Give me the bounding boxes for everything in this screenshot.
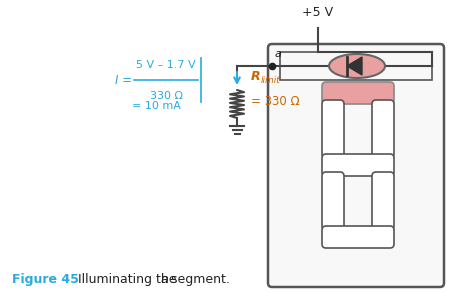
FancyBboxPatch shape	[268, 44, 444, 287]
Text: +5 V: +5 V	[303, 6, 334, 19]
Text: 330 Ω: 330 Ω	[150, 91, 182, 101]
Text: 5 V – 1.7 V: 5 V – 1.7 V	[136, 60, 196, 70]
FancyBboxPatch shape	[322, 226, 394, 248]
Text: = 10 mA: = 10 mA	[132, 101, 181, 111]
Ellipse shape	[329, 54, 385, 78]
FancyBboxPatch shape	[322, 82, 394, 104]
FancyBboxPatch shape	[322, 172, 344, 230]
Text: Figure 45: Figure 45	[12, 273, 79, 286]
Text: = 330 Ω: = 330 Ω	[251, 95, 300, 108]
FancyBboxPatch shape	[372, 172, 394, 230]
Text: Illuminating the: Illuminating the	[78, 273, 181, 286]
FancyBboxPatch shape	[372, 100, 394, 158]
Text: segment.: segment.	[167, 273, 230, 286]
Text: limit: limit	[261, 76, 281, 85]
FancyBboxPatch shape	[322, 154, 394, 176]
Text: a: a	[160, 273, 167, 286]
Text: a: a	[275, 49, 282, 59]
Text: I =: I =	[115, 74, 132, 86]
FancyBboxPatch shape	[280, 52, 432, 80]
FancyBboxPatch shape	[322, 100, 344, 158]
Text: R: R	[251, 70, 261, 83]
Polygon shape	[347, 57, 362, 75]
